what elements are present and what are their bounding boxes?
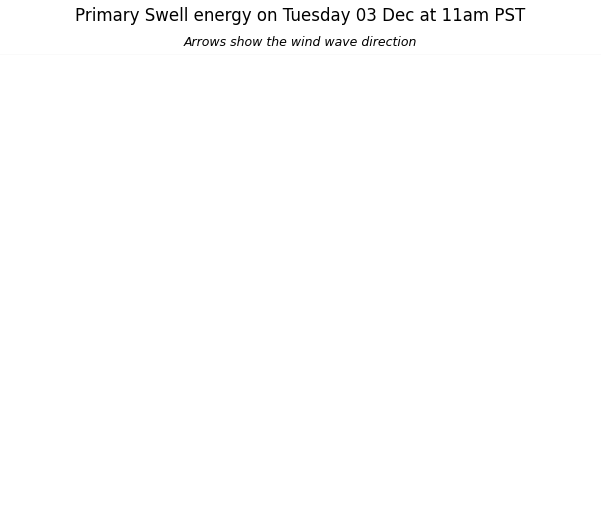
Text: Arrows show the wind wave direction: Arrows show the wind wave direction <box>184 36 417 49</box>
Text: Primary Swell energy on Tuesday 03 Dec at 11am PST: Primary Swell energy on Tuesday 03 Dec a… <box>75 8 526 26</box>
Text: cartopy required: cartopy required <box>243 277 358 291</box>
